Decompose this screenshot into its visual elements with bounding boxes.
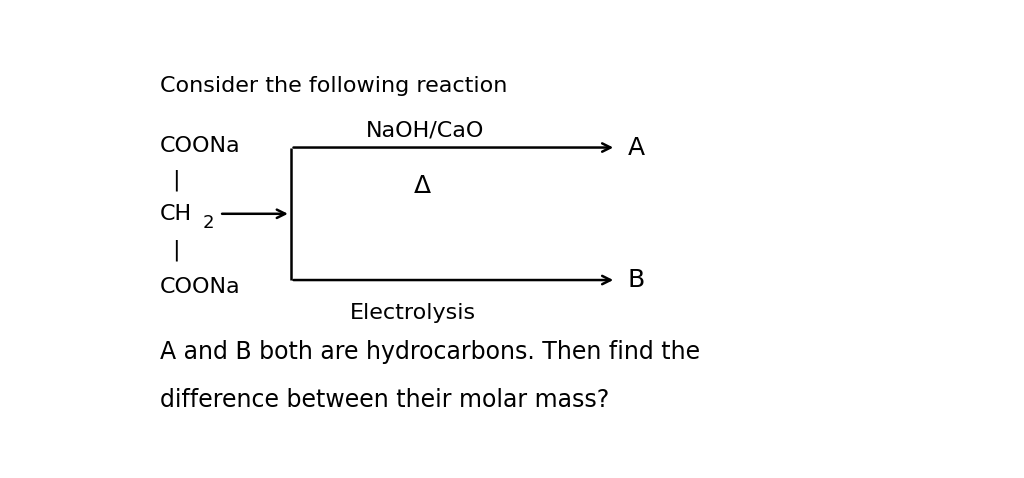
Text: B: B [628, 268, 645, 292]
Text: A: A [628, 136, 645, 160]
Text: 2: 2 [203, 214, 214, 232]
Text: Electrolysis: Electrolysis [350, 303, 476, 323]
Text: COONa: COONa [160, 277, 241, 297]
Text: CH: CH [160, 204, 191, 224]
Text: COONa: COONa [160, 136, 241, 156]
Text: A and B both are hydrocarbons. Then find the: A and B both are hydrocarbons. Then find… [160, 340, 699, 364]
Text: |: | [172, 240, 179, 261]
Text: Consider the following reaction: Consider the following reaction [160, 76, 507, 96]
Text: NaOH/CaO: NaOH/CaO [367, 121, 484, 141]
Text: Δ: Δ [414, 174, 431, 198]
Text: |: | [172, 170, 179, 191]
Text: difference between their molar mass?: difference between their molar mass? [160, 388, 609, 412]
